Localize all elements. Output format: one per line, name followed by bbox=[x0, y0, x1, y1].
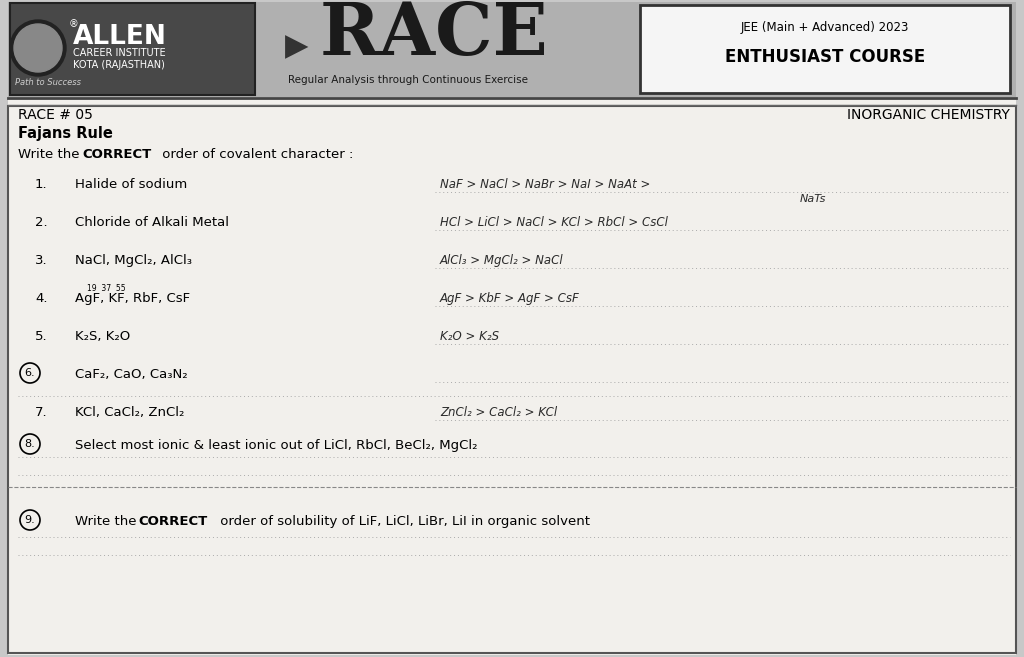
Text: NaCl, MgCl₂, AlCl₃: NaCl, MgCl₂, AlCl₃ bbox=[75, 254, 193, 267]
Text: Fajans Rule: Fajans Rule bbox=[18, 126, 113, 141]
Text: Select most ionic & least ionic out of LiCl, RbCl, BeCl₂, MgCl₂: Select most ionic & least ionic out of L… bbox=[75, 439, 477, 452]
Circle shape bbox=[14, 24, 62, 72]
Text: INORGANIC CHEMISTRY: INORGANIC CHEMISTRY bbox=[847, 108, 1010, 122]
Text: 1.: 1. bbox=[35, 178, 48, 191]
Bar bbox=[8, 106, 1016, 653]
Text: AgF > KbF > AgF > CsF: AgF > KbF > AgF > CsF bbox=[440, 292, 580, 305]
Text: order of covalent character :: order of covalent character : bbox=[158, 148, 353, 161]
Text: AgF, KF, RbF, CsF: AgF, KF, RbF, CsF bbox=[75, 292, 190, 305]
Text: Halide of sodium: Halide of sodium bbox=[75, 178, 187, 191]
Text: ▶: ▶ bbox=[285, 32, 308, 62]
Text: K₂O > K₂S: K₂O > K₂S bbox=[440, 330, 499, 343]
Text: KOTA (RAJASTHAN): KOTA (RAJASTHAN) bbox=[73, 60, 165, 70]
Text: CAREER INSTITUTE: CAREER INSTITUTE bbox=[73, 48, 166, 58]
Text: 5.: 5. bbox=[35, 330, 48, 343]
Text: CORRECT: CORRECT bbox=[82, 148, 152, 161]
Text: 7.: 7. bbox=[35, 406, 48, 419]
Text: Regular Analysis through Continuous Exercise: Regular Analysis through Continuous Exer… bbox=[288, 75, 528, 85]
Text: Chloride of Alkali Metal: Chloride of Alkali Metal bbox=[75, 216, 229, 229]
Text: 19  37  55: 19 37 55 bbox=[87, 284, 126, 293]
Text: ALLEN: ALLEN bbox=[73, 24, 167, 50]
Text: 4.: 4. bbox=[35, 292, 47, 305]
Text: 2.: 2. bbox=[35, 216, 48, 229]
Text: ®: ® bbox=[69, 19, 79, 29]
Circle shape bbox=[10, 20, 66, 76]
Text: CORRECT: CORRECT bbox=[138, 515, 207, 528]
Text: KCl, CaCl₂, ZnCl₂: KCl, CaCl₂, ZnCl₂ bbox=[75, 406, 184, 419]
Text: NaTs: NaTs bbox=[800, 194, 826, 204]
Text: ENTHUSIAST COURSE: ENTHUSIAST COURSE bbox=[725, 48, 925, 66]
Text: JEE (Main + Advanced) 2023: JEE (Main + Advanced) 2023 bbox=[740, 20, 909, 34]
Text: Write the: Write the bbox=[18, 148, 84, 161]
Text: 9.: 9. bbox=[25, 515, 36, 525]
Text: CaF₂, CaO, Ca₃N₂: CaF₂, CaO, Ca₃N₂ bbox=[75, 368, 187, 381]
Text: Write the: Write the bbox=[75, 515, 140, 528]
Text: NaF > NaCl > NaBr > NaI > NaAt >: NaF > NaCl > NaBr > NaI > NaAt > bbox=[440, 178, 650, 191]
Bar bbox=[8, 2, 1016, 97]
Text: HCl > LiCl > NaCl > KCl > RbCl > CsCl: HCl > LiCl > NaCl > KCl > RbCl > CsCl bbox=[440, 216, 668, 229]
Text: ZnCl₂ > CaCl₂ > KCl: ZnCl₂ > CaCl₂ > KCl bbox=[440, 406, 557, 419]
Text: K₂S, K₂O: K₂S, K₂O bbox=[75, 330, 130, 343]
Text: RACE # 05: RACE # 05 bbox=[18, 108, 93, 122]
Text: Path to Success: Path to Success bbox=[15, 78, 81, 87]
Text: 8.: 8. bbox=[25, 439, 36, 449]
Text: AlCl₃ > MgCl₂ > NaCl: AlCl₃ > MgCl₂ > NaCl bbox=[440, 254, 563, 267]
Text: RACE: RACE bbox=[319, 0, 549, 70]
Text: order of solubility of LiF, LiCl, LiBr, LiI in organic solvent: order of solubility of LiF, LiCl, LiBr, … bbox=[216, 515, 590, 528]
Bar bbox=[640, 5, 1010, 93]
Bar bbox=[10, 3, 255, 95]
Text: 6.: 6. bbox=[25, 368, 35, 378]
Text: 3.: 3. bbox=[35, 254, 48, 267]
